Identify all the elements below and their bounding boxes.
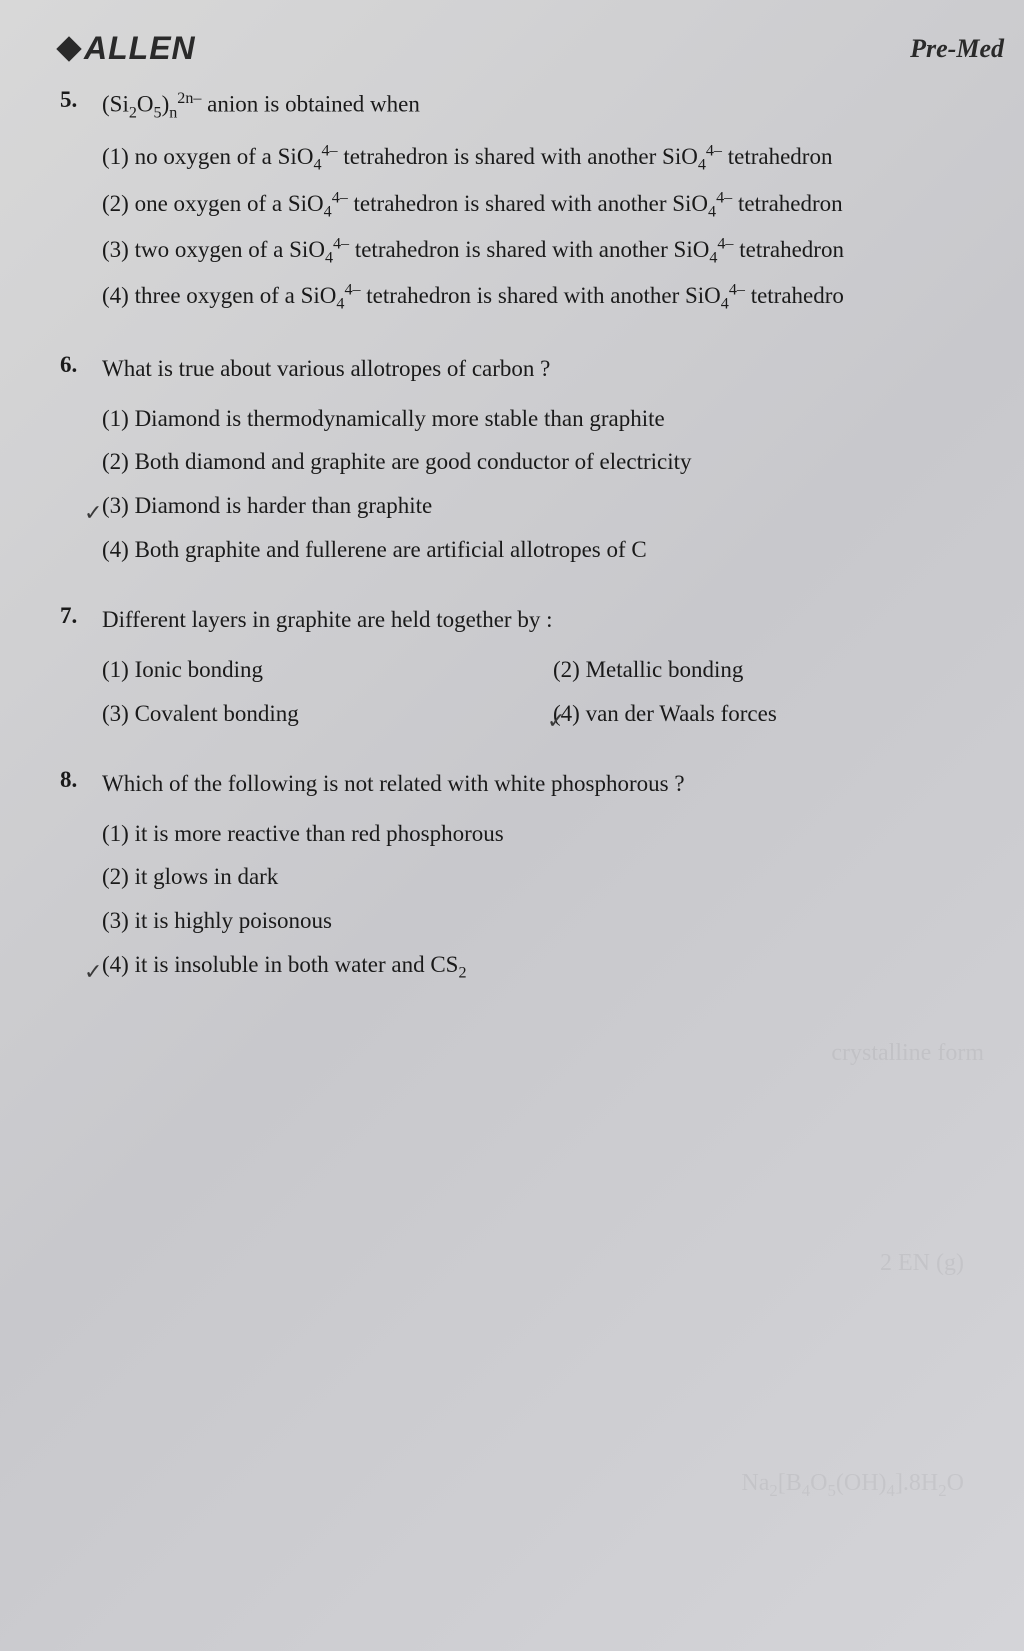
option-row: (4) Both graphite and fullerene are arti… (102, 528, 1004, 572)
option-row: (3) Covalent bonding (102, 692, 553, 736)
options-list: (1) Ionic bonding (2) Metallic bonding (3)… (60, 648, 1004, 735)
question-text: (Si2O5)n2n– anion is obtained when (102, 87, 1004, 125)
brand-text: ALLEN (84, 30, 196, 67)
question-row: 5.(Si2O5)n2n– anion is obtained when (60, 87, 1004, 125)
option-text: (1) Diamond is thermodynamically more st… (102, 406, 665, 431)
question-number: 7. (60, 603, 102, 629)
option-text: (2) Metallic bonding (553, 657, 743, 682)
question-text: Which of the following is not related wi… (102, 767, 1004, 802)
question-text: What is true about various allotropes of… (102, 352, 1004, 387)
page-container: ALLEN Pre-Med 5.(Si2O5)n2n– anion is obt… (0, 0, 1024, 1051)
option-row: (2) Both diamond and graphite are good c… (102, 440, 1004, 484)
option-text: (2) it glows in dark (102, 864, 278, 889)
option-text: (4) van der Waals forces (553, 701, 777, 726)
option-text: (4) three oxygen of a SiO44– tetrahedron… (102, 283, 844, 308)
question-block: 6.What is true about various allotropes … (60, 352, 1004, 571)
brand-logo: ALLEN (60, 30, 196, 67)
question-number: 8. (60, 767, 102, 793)
option-text: (1) Ionic bonding (102, 657, 263, 682)
tick-mark-icon: ✓ (84, 492, 102, 534)
question-row: 8.Which of the following is not related … (60, 767, 1004, 802)
option-row: ✓(3) Diamond is harder than graphite (102, 484, 1004, 528)
question-block: 7.Different layers in graphite are held … (60, 603, 1004, 735)
tick-mark-icon: ✓ (84, 951, 102, 993)
option-row: ✓(4) it is insoluble in both water and C… (102, 943, 1004, 989)
bleed-through: Na2[B4O5(OH)4].8H2O (741, 1470, 964, 1501)
option-text: (4) it is insoluble in both water and CS… (102, 952, 467, 977)
questions-container: 5.(Si2O5)n2n– anion is obtained when (1) … (60, 87, 1004, 989)
option-text: (3) Covalent bonding (102, 701, 299, 726)
option-row: (1) Ionic bonding (102, 648, 553, 692)
option-text: (1) no oxygen of a SiO44– tetrahedron is… (102, 144, 832, 169)
options-list: (1) it is more reactive than red phospho… (60, 812, 1004, 989)
option-text: (3) Diamond is harder than graphite (102, 493, 432, 518)
option-row: (2) Metallic bonding (553, 648, 1004, 692)
header-label: Pre-Med (910, 34, 1004, 64)
option-row: (1) it is more reactive than red phospho… (102, 812, 1004, 856)
option-row: (3) two oxygen of a SiO44– tetrahedron i… (102, 228, 1004, 274)
option-text: (2) one oxygen of a SiO44– tetrahedron i… (102, 191, 843, 216)
tick-mark-icon: ✓ (547, 700, 565, 742)
option-row: (1) no oxygen of a SiO44– tetrahedron is… (102, 135, 1004, 181)
bleed-through: crystalline form (831, 1040, 984, 1067)
question-block: 5.(Si2O5)n2n– anion is obtained when (1) … (60, 87, 1004, 320)
option-row: (2) one oxygen of a SiO44– tetrahedron i… (102, 182, 1004, 228)
question-block: 8.Which of the following is not related … (60, 767, 1004, 989)
question-row: 6.What is true about various allotropes … (60, 352, 1004, 387)
diamond-icon (56, 36, 81, 61)
option-row: (3) it is highly poisonous (102, 899, 1004, 943)
question-number: 5. (60, 87, 102, 113)
question-text: Different layers in graphite are held to… (102, 603, 1004, 638)
option-row: (1) Diamond is thermodynamically more st… (102, 397, 1004, 441)
option-text: (3) it is highly poisonous (102, 908, 332, 933)
option-text: (2) Both diamond and graphite are good c… (102, 449, 692, 474)
question-number: 6. (60, 352, 102, 378)
page-header: ALLEN Pre-Med (60, 30, 1004, 67)
option-text: (1) it is more reactive than red phospho… (102, 821, 504, 846)
option-row: ✓(4) van der Waals forces (553, 692, 1004, 736)
question-row: 7.Different layers in graphite are held … (60, 603, 1004, 638)
option-text: (4) Both graphite and fullerene are arti… (102, 537, 647, 562)
option-row: (4) three oxygen of a SiO44– tetrahedron… (102, 274, 1004, 320)
bleed-through: 2 EN (g) (880, 1250, 964, 1277)
option-text: (3) two oxygen of a SiO44– tetrahedron i… (102, 237, 844, 262)
option-row: (2) it glows in dark (102, 855, 1004, 899)
options-list: (1) no oxygen of a SiO44– tetrahedron is… (60, 135, 1004, 320)
options-list: (1) Diamond is thermodynamically more st… (60, 397, 1004, 572)
